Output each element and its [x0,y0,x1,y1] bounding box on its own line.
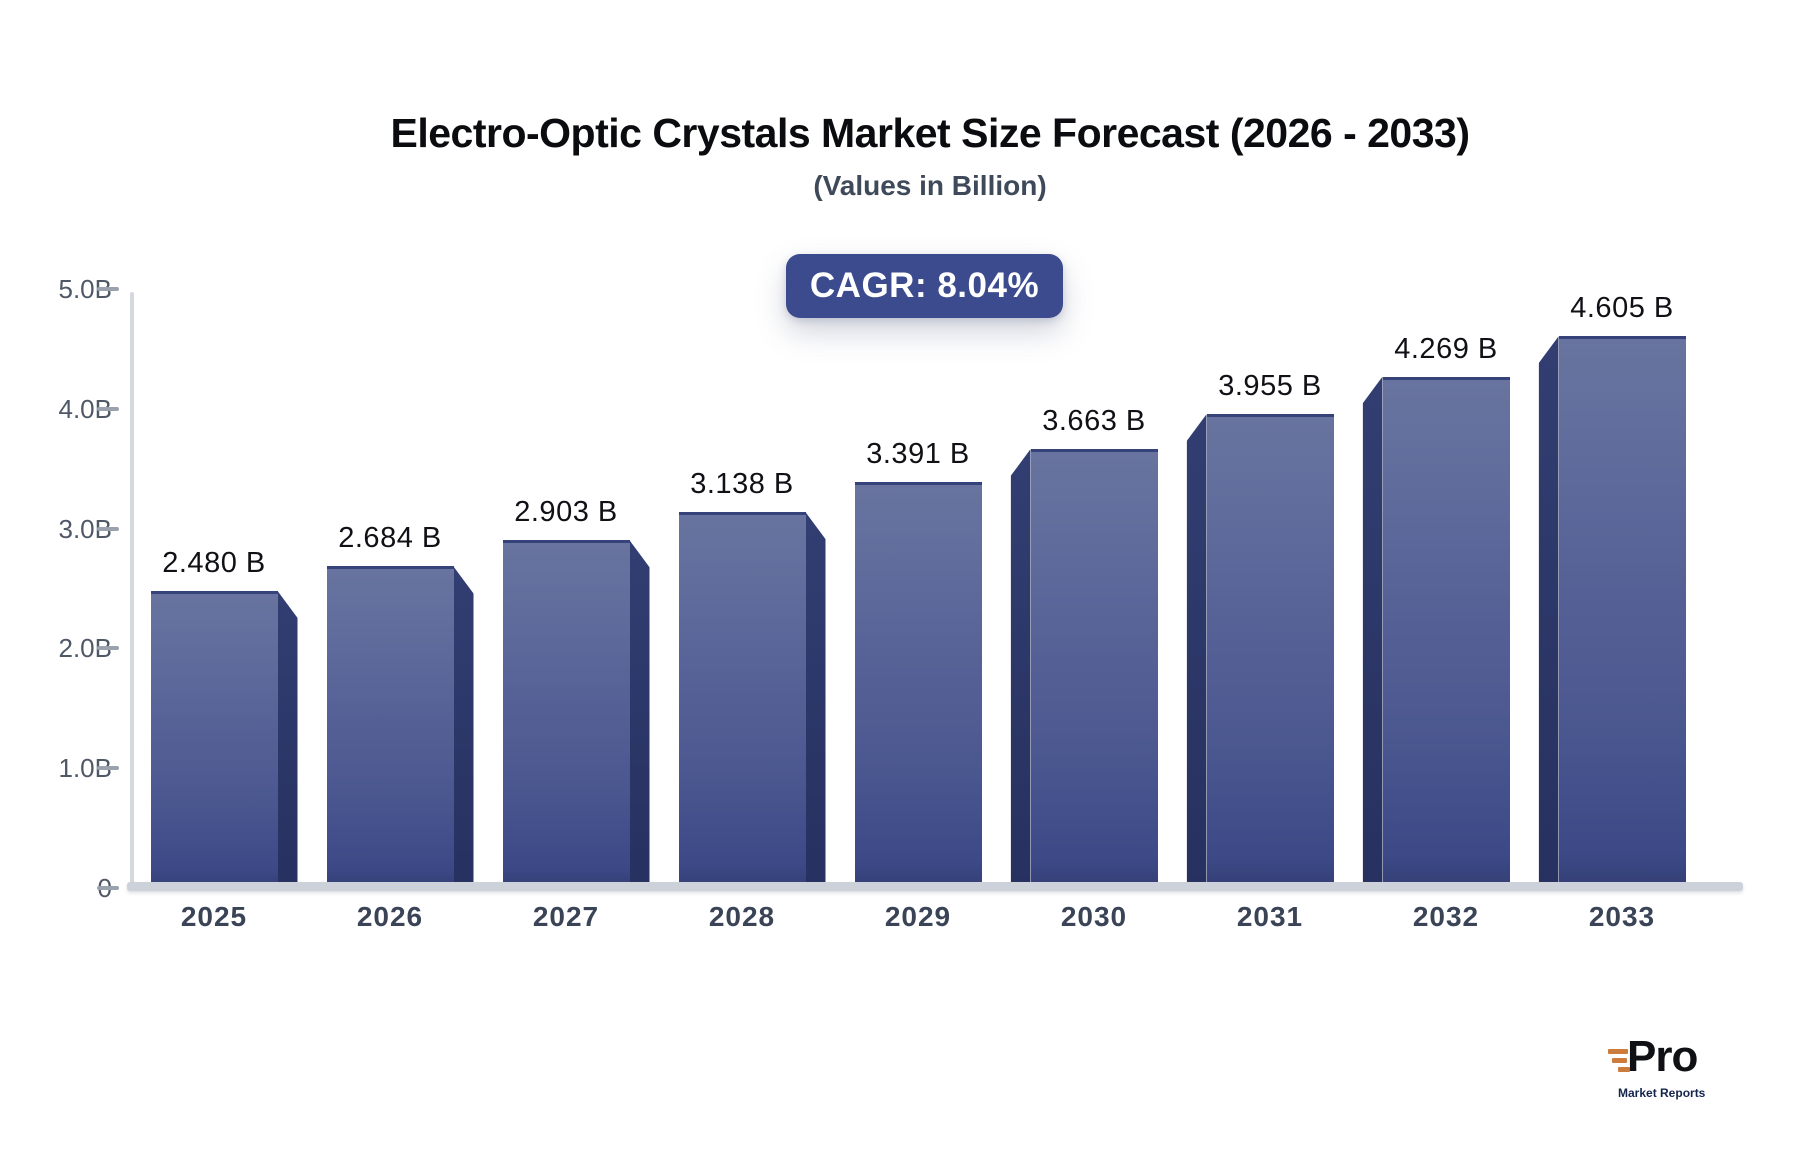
cagr-badge: CAGR: 8.04% [786,254,1063,318]
bar-2033[interactable] [1558,336,1686,888]
x-axis-label-2029: 2029 [884,901,952,932]
cagr-badge-label: CAGR: 8.04% [809,266,1040,305]
bar-2032[interactable] [1382,376,1510,888]
y-axis-tick-mark [97,886,119,890]
bar-2026[interactable] [326,566,454,888]
bar-value-label: 4.605 B [1570,292,1674,325]
bar-3d-side-2027 [629,540,650,888]
x-axis-label-2028: 2028 [708,901,776,932]
x-axis-label-2026: 2026 [356,901,424,932]
y-axis-tick-mark [97,287,119,291]
y-axis-tick-mark [97,766,119,771]
bar-2030[interactable] [1030,449,1158,888]
chart-title: Electro-Optic Crystals Market Size Forec… [390,110,1470,156]
y-axis-tick-mark [97,406,119,411]
bar-value-label: 2.480 B [162,546,266,579]
bar-2028[interactable] [678,512,806,888]
bar-value-label: 2.684 B [338,522,442,555]
y-axis-tick-mark [97,646,119,651]
chart-subtitle: (Values in Billion) [813,170,1047,201]
bar-3d-side-2031 [1186,414,1207,888]
bar-3d-side-2032 [1362,376,1383,888]
bar-value-label: 3.955 B [1218,370,1322,403]
x-axis-label-2027: 2027 [532,901,600,932]
bar-3d-side-2030 [1010,449,1031,888]
x-axis-label-2033: 2033 [1588,901,1656,932]
pro-market-reports-logo: Pro Market Reports [1606,1032,1726,1100]
x-axis-label-2032: 2032 [1412,901,1480,932]
bar-value-label: 3.391 B [866,437,970,470]
bar-3d-side-2033 [1538,336,1559,888]
x-axis-label-2025: 2025 [180,901,248,932]
bar-2027[interactable] [502,540,630,888]
x-axis-label-2030: 2030 [1060,901,1128,932]
x-axis-label-2031: 2031 [1236,901,1304,932]
bar-2031[interactable] [1206,414,1334,888]
bar-3d-side-2026 [453,566,474,888]
x-axis-baseline [127,882,1743,891]
bar-2029[interactable] [854,481,982,888]
bar-2025[interactable] [150,590,278,888]
bar-3d-side-2028 [805,512,826,888]
y-axis-line [130,292,134,888]
bar-3d-side-2025 [277,590,298,888]
bar-value-label: 4.269 B [1394,332,1498,365]
logo-subtext: Market Reports [1618,1086,1706,1100]
bar-value-label: 2.903 B [514,496,618,529]
logo-text: Pro [1627,1032,1698,1081]
bar-value-label: 3.138 B [690,468,794,501]
y-axis-tick-mark [97,526,119,531]
bar-value-label: 3.663 B [1042,405,1146,438]
